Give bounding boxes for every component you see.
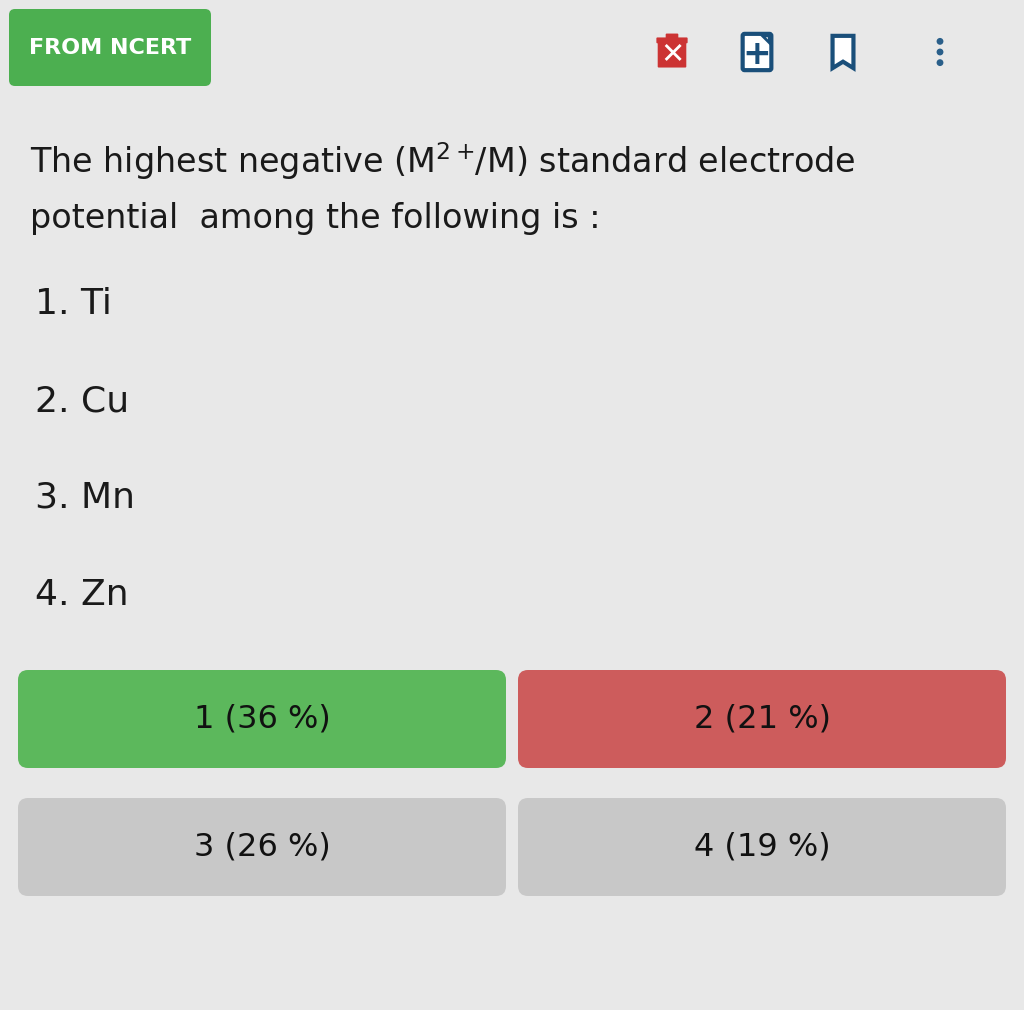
Text: 3 (26 %): 3 (26 %) [194,831,331,863]
Polygon shape [763,35,769,42]
Text: 1 (36 %): 1 (36 %) [194,704,331,734]
Text: potential  among the following is :: potential among the following is : [30,202,600,235]
Text: 2. Cu: 2. Cu [35,384,129,418]
Text: FROM NCERT: FROM NCERT [29,37,191,58]
FancyBboxPatch shape [9,9,211,86]
Text: +: + [742,38,771,71]
Text: 4 (19 %): 4 (19 %) [693,831,830,863]
Circle shape [937,38,943,44]
FancyBboxPatch shape [18,670,506,768]
Text: 3. Mn: 3. Mn [35,481,135,515]
Text: 4. Zn: 4. Zn [35,578,129,612]
Circle shape [937,60,943,66]
FancyBboxPatch shape [518,670,1006,768]
FancyBboxPatch shape [518,798,1006,896]
Text: 1. Ti: 1. Ti [35,287,112,321]
FancyBboxPatch shape [666,33,678,39]
Text: 2 (21 %): 2 (21 %) [693,704,830,734]
FancyBboxPatch shape [18,798,506,896]
Circle shape [937,48,943,56]
FancyBboxPatch shape [657,41,686,68]
FancyBboxPatch shape [656,37,688,43]
Text: The highest negative $\left(\mathregular{M}^{2+}\!/\mathregular{M}\right)$ stand: The highest negative $\left(\mathregular… [30,140,856,182]
FancyBboxPatch shape [742,34,771,70]
Polygon shape [833,35,853,68]
Text: ✕: ✕ [659,40,684,69]
